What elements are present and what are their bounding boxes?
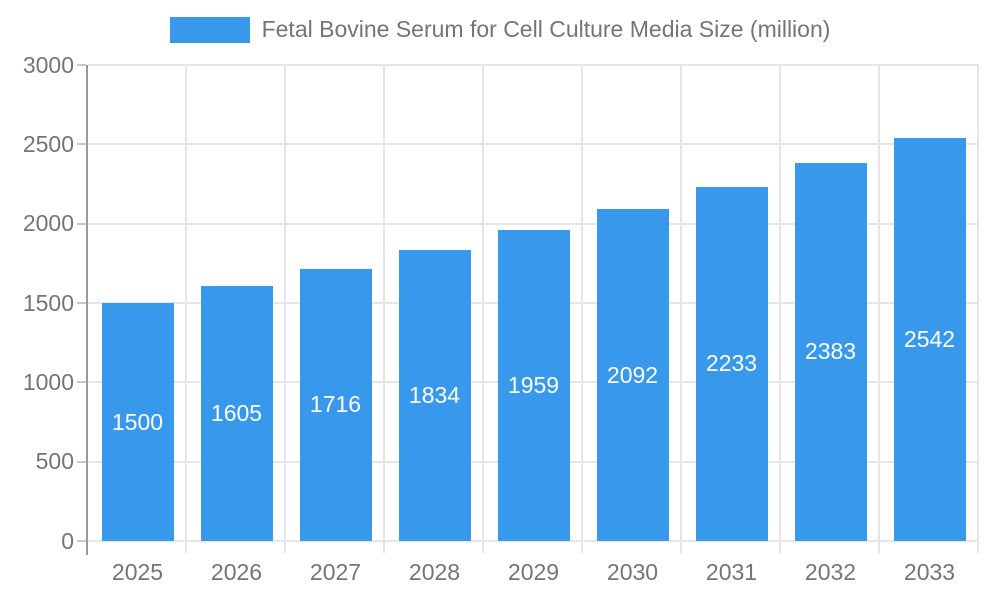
y-axis-line bbox=[86, 65, 88, 555]
gridline-vertical bbox=[779, 65, 781, 553]
x-axis-label: 2029 bbox=[507, 559, 560, 585]
bar-value-label: 2092 bbox=[606, 361, 659, 388]
gridline-vertical bbox=[383, 65, 385, 553]
y-axis-tick-label: 500 bbox=[35, 448, 74, 475]
gridline-horizontal bbox=[88, 540, 979, 542]
bar-value-label: 1500 bbox=[111, 408, 164, 435]
bar-2027[interactable] bbox=[299, 268, 372, 541]
y-axis-tick-label: 2500 bbox=[22, 130, 74, 157]
bar-value-label: 1959 bbox=[507, 372, 560, 399]
gridline-vertical bbox=[482, 65, 484, 553]
x-axis-label: 2033 bbox=[903, 559, 956, 585]
x-axis-label: 2026 bbox=[210, 559, 263, 585]
legend-swatch bbox=[169, 16, 250, 43]
legend-label: Fetal Bovine Serum for Cell Culture Medi… bbox=[261, 16, 831, 42]
gridline-horizontal bbox=[88, 143, 979, 146]
bar-2028[interactable] bbox=[398, 250, 471, 541]
gridline-vertical bbox=[878, 65, 880, 553]
plot-area: 0 500 1000 1500 2000 2500 3000 1500 2025 1605 2026… bbox=[23, 53, 979, 584]
y-axis-tick bbox=[77, 222, 86, 225]
x-axis-label: 2027 bbox=[309, 559, 362, 585]
x-axis-label: 2031 bbox=[705, 559, 758, 585]
y-axis-tick bbox=[77, 302, 86, 304]
bar-value-label: 1605 bbox=[210, 400, 263, 427]
x-axis-label: 2032 bbox=[804, 559, 857, 585]
bar-2025[interactable] bbox=[101, 303, 174, 541]
gridline-horizontal bbox=[88, 222, 979, 225]
bar-2029[interactable] bbox=[497, 230, 570, 541]
y-axis-tick-label: 3000 bbox=[22, 51, 74, 78]
gridline-vertical bbox=[185, 65, 187, 553]
bar-2031[interactable] bbox=[695, 186, 768, 541]
gridline-vertical bbox=[977, 65, 979, 553]
y-axis-tick-label: 0 bbox=[61, 527, 74, 554]
bar-value-label: 1834 bbox=[408, 382, 461, 408]
x-axis-label: 2030 bbox=[606, 559, 659, 585]
y-axis-tick-label: 1500 bbox=[22, 289, 74, 316]
gridline-horizontal bbox=[88, 64, 979, 66]
bar-value-label: 2542 bbox=[903, 325, 956, 352]
y-axis-tick bbox=[77, 381, 86, 384]
bar-value-label: 1716 bbox=[309, 391, 362, 418]
y-axis-tick bbox=[77, 64, 86, 66]
x-axis-label: 2028 bbox=[408, 559, 461, 585]
bar-2030[interactable] bbox=[596, 209, 669, 541]
chart-legend[interactable]: Fetal Bovine Serum for Cell Culture Medi… bbox=[0, 16, 1000, 43]
gridline-vertical bbox=[680, 65, 682, 553]
y-axis-tick bbox=[77, 143, 86, 146]
x-axis-label: 2025 bbox=[111, 559, 164, 585]
y-axis-tick-label: 1000 bbox=[22, 368, 74, 395]
bar-2033[interactable] bbox=[893, 137, 966, 541]
y-axis-tick bbox=[77, 460, 86, 463]
y-axis-tick bbox=[77, 540, 86, 542]
gridline-vertical bbox=[581, 65, 583, 553]
bar-2026[interactable] bbox=[200, 286, 273, 541]
bar-value-label: 2383 bbox=[804, 338, 857, 365]
gridline-vertical bbox=[284, 65, 286, 553]
bar-value-label: 2233 bbox=[705, 350, 758, 377]
bar-2032[interactable] bbox=[794, 162, 867, 541]
y-axis-tick-label: 2000 bbox=[22, 210, 74, 237]
